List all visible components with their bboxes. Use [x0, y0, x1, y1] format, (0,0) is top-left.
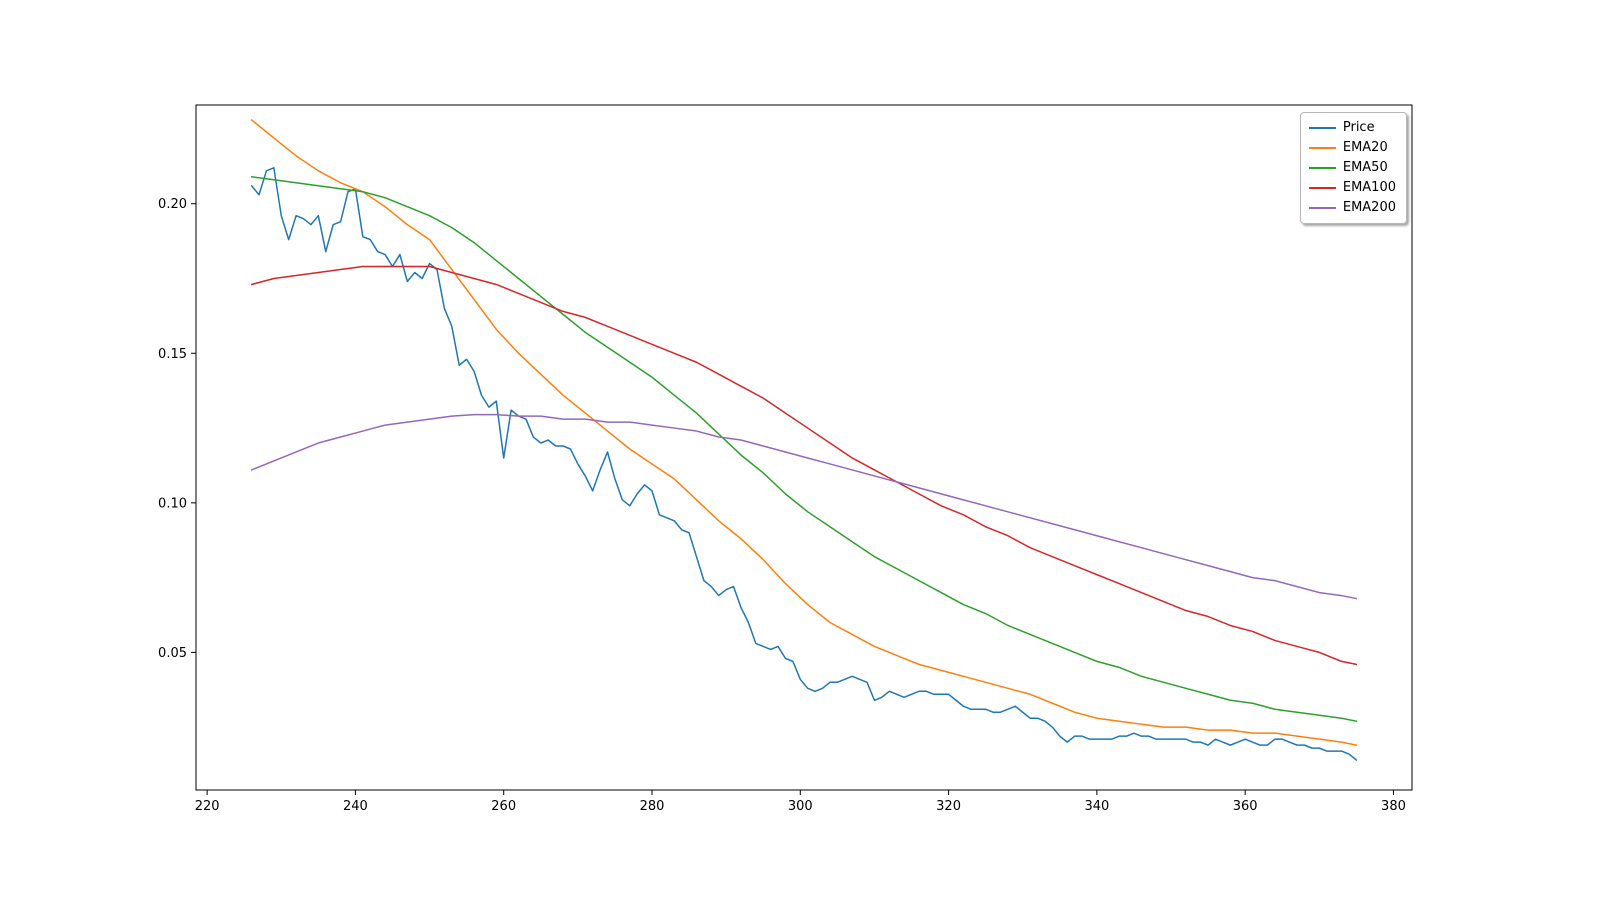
y-tick-label: 0.20 — [158, 197, 187, 212]
legend-item-ema50: EMA50 — [1308, 158, 1396, 178]
legend-line-swatch — [1308, 127, 1336, 129]
legend-item-ema200: EMA200 — [1308, 198, 1396, 218]
series-line-price — [250, 167, 1358, 761]
x-tick-label: 320 — [936, 799, 961, 814]
series-line-ema20 — [250, 119, 1358, 746]
legend-label: Price — [1342, 120, 1375, 135]
y-tick-label: 0.10 — [158, 496, 187, 511]
y-tick-label: 0.15 — [158, 347, 187, 362]
legend-label: EMA50 — [1342, 160, 1388, 175]
x-tick-label: 280 — [640, 799, 665, 814]
legend-label: EMA200 — [1342, 200, 1396, 215]
plot-area-border — [195, 104, 1413, 791]
legend-line-swatch — [1308, 207, 1336, 209]
chart-legend: Price EMA20 EMA50 EMA100 EMA200 — [1299, 112, 1407, 224]
legend-line-swatch — [1308, 147, 1336, 149]
x-tick-label: 240 — [343, 799, 368, 814]
legend-line-swatch — [1308, 187, 1336, 189]
series-line-ema50 — [250, 176, 1358, 722]
y-tick-label: 0.05 — [158, 646, 187, 661]
legend-label: EMA20 — [1342, 140, 1388, 155]
legend-label: EMA100 — [1342, 180, 1396, 195]
x-tick-label: 220 — [195, 799, 220, 814]
x-tick-label: 300 — [788, 799, 813, 814]
x-tick-label: 340 — [1084, 799, 1109, 814]
legend-item-price: Price — [1308, 118, 1396, 138]
legend-item-ema100: EMA100 — [1308, 178, 1396, 198]
series-line-ema100 — [250, 265, 1358, 666]
series-line-ema200 — [250, 413, 1358, 600]
legend-line-swatch — [1308, 167, 1336, 169]
x-tick-label: 360 — [1233, 799, 1258, 814]
x-tick-label: 380 — [1381, 799, 1406, 814]
x-tick-label: 260 — [491, 799, 516, 814]
legend-item-ema20: EMA20 — [1308, 138, 1396, 158]
